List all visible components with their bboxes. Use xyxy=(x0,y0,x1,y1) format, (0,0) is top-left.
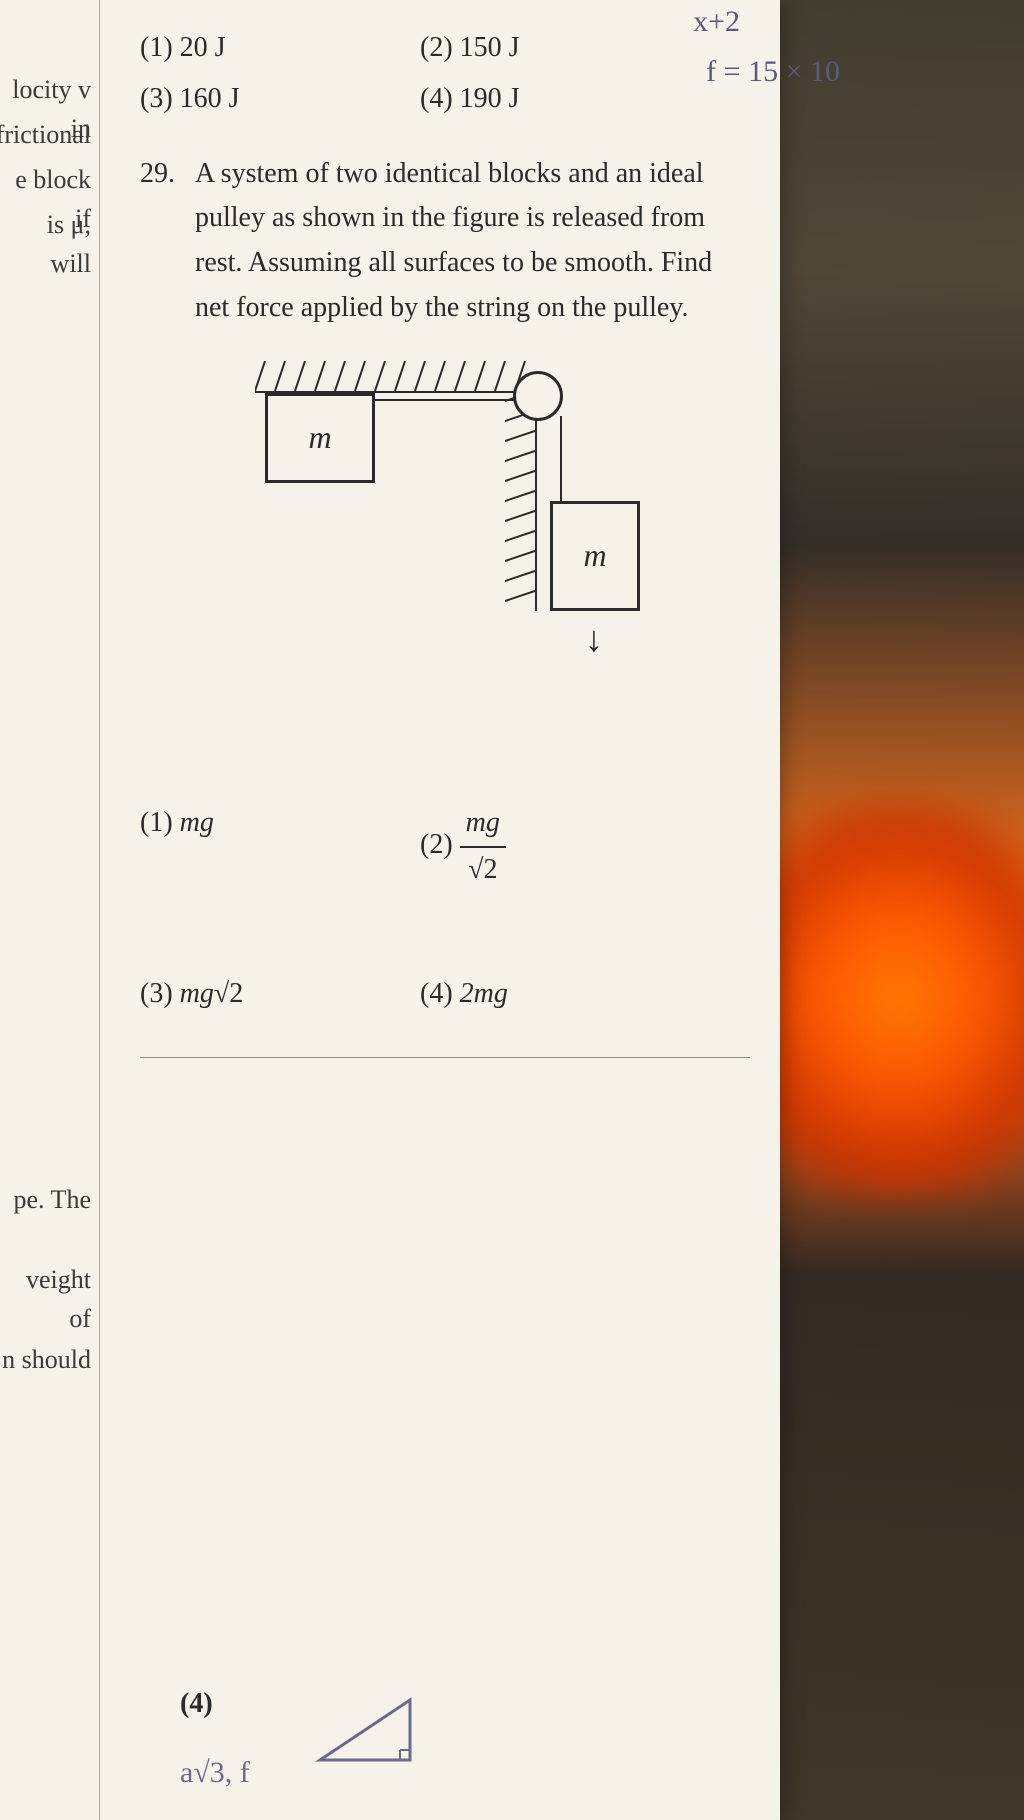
handwriting-note-2: f = 15 × 10 xyxy=(706,55,840,89)
q28-option-4: (4) 190 J xyxy=(420,77,750,122)
block-right: m xyxy=(550,501,640,611)
margin-text-7: n should xyxy=(2,1340,91,1379)
main-content: (1) 20 J (2) 150 J (3) 160 J (4) 190 J 2… xyxy=(140,26,750,1078)
q29-option-4: (4) 2mg xyxy=(420,972,750,1017)
vertical-surface xyxy=(535,391,537,611)
handwriting-note-1: x+2 xyxy=(693,5,740,39)
margin-text-4: is μ, will xyxy=(0,205,91,283)
margin-text-2: frictional xyxy=(0,115,91,154)
page-ref: (4) xyxy=(30,1688,213,1720)
q28-options-row2: (3) 160 J (4) 190 J xyxy=(140,77,750,122)
q29-answers: (1) mg (2) mg √2 (3) mg√2 (4) xyxy=(140,801,750,1017)
divider-line xyxy=(140,1057,750,1078)
q28-option-3: (3) 160 J xyxy=(140,77,420,122)
textbook-page: locity v in frictional e block if is μ, … xyxy=(0,0,780,1820)
left-margin-column: locity v in frictional e block if is μ, … xyxy=(0,0,100,1820)
block-left-label: m xyxy=(308,412,331,463)
q28-options-row1: (1) 20 J (2) 150 J xyxy=(140,26,750,71)
block-right-label: m xyxy=(583,530,606,581)
string-horizontal xyxy=(375,399,525,401)
handwriting-note-3: a√3, f xyxy=(180,1756,250,1790)
string-vertical xyxy=(560,416,562,501)
q29-option-1: (1) mg xyxy=(140,801,420,893)
q29-number: 29. xyxy=(140,152,188,197)
pulley-circle xyxy=(513,371,563,421)
triangle-sketch xyxy=(310,1690,430,1770)
pulley-diagram: m m ↓ xyxy=(255,361,635,741)
margin-text-6: veight of xyxy=(0,1260,91,1338)
margin-text-5: pe. The xyxy=(14,1180,92,1219)
down-arrow: ↓ xyxy=(585,611,603,669)
q28-option-1: (1) 20 J xyxy=(140,26,420,71)
q29-text: A system of two identical blocks and an … xyxy=(195,152,750,331)
question-29: 29. A system of two identical blocks and… xyxy=(140,152,750,331)
q29-option-3: (3) mg√2 xyxy=(140,972,420,1017)
hatch-horizontal xyxy=(255,361,535,391)
hatch-vertical xyxy=(505,391,535,611)
q29-option-2: (2) mg √2 xyxy=(420,801,750,893)
block-left: m xyxy=(265,393,375,483)
